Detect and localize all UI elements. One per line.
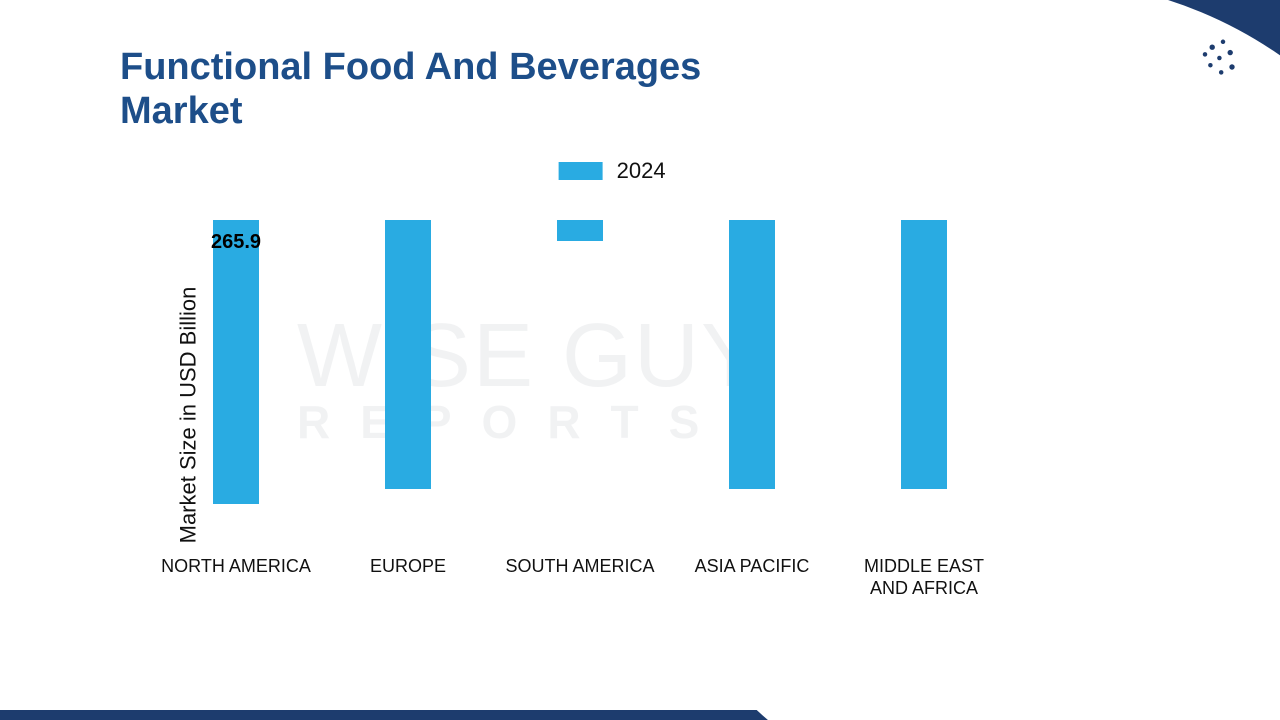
bar (557, 220, 603, 241)
plot-area: 2024 265.9 (150, 170, 1010, 540)
bars-group: 265.9 (150, 220, 1010, 540)
bar (213, 220, 259, 504)
bar-slot (494, 220, 666, 540)
legend-label: 2024 (617, 158, 666, 184)
chart-container: Market Size in USD Billion 2024 265.9 NO… (60, 150, 1020, 680)
bar-slot: 265.9 (150, 220, 322, 540)
bar-slot (322, 220, 494, 540)
x-axis-category-label: EUROPE (322, 550, 494, 680)
bar-value-label: 265.9 (211, 231, 261, 254)
bar-slot (666, 220, 838, 540)
chart-legend: 2024 (559, 158, 666, 184)
page-root: WISE GUY REPORTS WISE GUY REPORTS Functi… (0, 0, 1280, 720)
x-axis-category-label: SOUTH AMERICA (494, 550, 666, 680)
brain-head-icon (1160, 22, 1250, 112)
x-axis-category-label: MIDDLE EAST AND AFRICA (838, 550, 1010, 680)
bar (729, 220, 775, 489)
chart-title: Functional Food And Beverages Market (120, 46, 760, 133)
x-axis-category-label: NORTH AMERICA (150, 550, 322, 680)
x-axis-labels: NORTH AMERICAEUROPESOUTH AMERICAASIA PAC… (150, 550, 1010, 680)
brand-logo: WISE GUY REPORTS (1072, 24, 1240, 73)
legend-swatch (559, 162, 603, 180)
bar (385, 220, 431, 489)
x-axis-category-label: ASIA PACIFIC (666, 550, 838, 680)
bar-slot (838, 220, 1010, 540)
bar (901, 220, 947, 489)
